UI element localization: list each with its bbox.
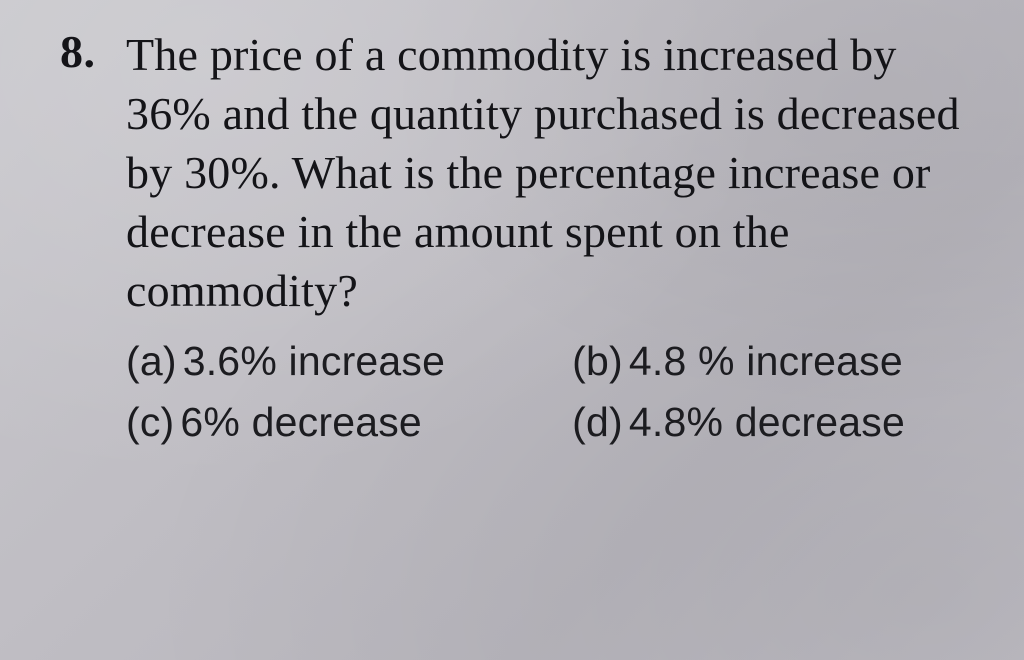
option-c-label: (c) bbox=[126, 399, 174, 445]
option-b: (b)4.8 % increase bbox=[572, 338, 984, 385]
question-number: 8. bbox=[60, 26, 108, 79]
option-c: (c)6% decrease bbox=[126, 399, 524, 446]
options-grid: (a)3.6% increase (b)4.8 % increase (c)6%… bbox=[126, 338, 984, 446]
option-d: (d)4.8% decrease bbox=[572, 399, 984, 446]
question-8: 8. The price of a commodity is increased… bbox=[60, 26, 984, 446]
option-b-text: 4.8 % increase bbox=[629, 338, 903, 384]
question-text: The price of a commodity is increased by… bbox=[126, 26, 984, 320]
option-d-text: 4.8% decrease bbox=[629, 399, 905, 445]
option-b-label: (b) bbox=[572, 338, 623, 384]
option-a-label: (a) bbox=[126, 338, 177, 384]
option-a-text: 3.6% increase bbox=[183, 338, 445, 384]
option-a: (a)3.6% increase bbox=[126, 338, 524, 385]
question-stem: 8. The price of a commodity is increased… bbox=[60, 26, 984, 320]
option-d-label: (d) bbox=[572, 399, 623, 445]
option-c-text: 6% decrease bbox=[180, 399, 422, 445]
exam-page: 8. The price of a commodity is increased… bbox=[0, 0, 1024, 660]
